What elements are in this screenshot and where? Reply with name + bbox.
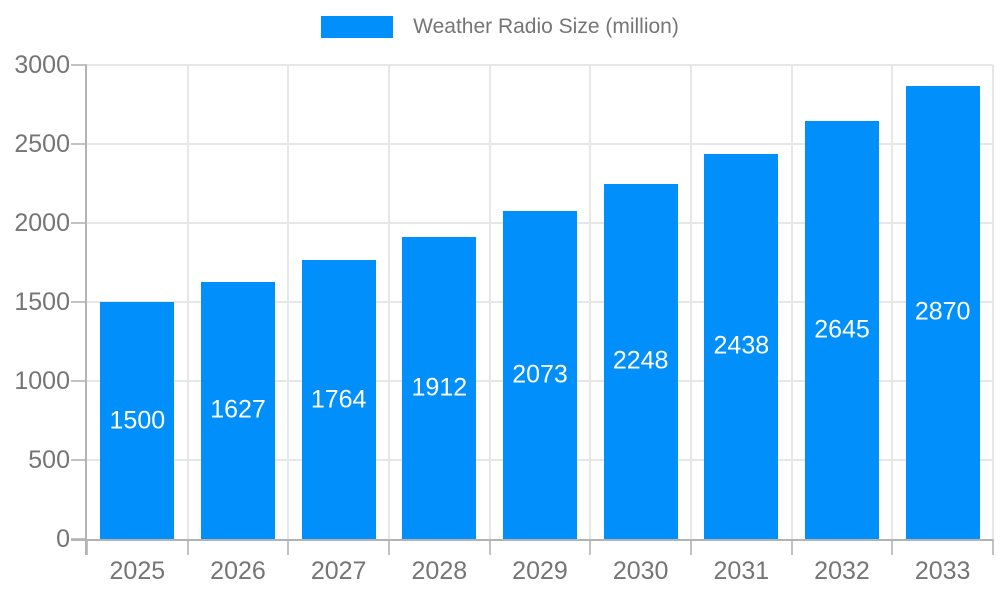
vertical-gridline: [992, 65, 994, 539]
x-axis-label: 2029: [512, 557, 568, 585]
vertical-gridline: [388, 65, 390, 539]
y-axis-line: [85, 65, 87, 555]
legend-swatch: [321, 16, 394, 38]
bar-2029[interactable]: 2073: [503, 211, 577, 539]
bar-value-label: 2248: [612, 346, 669, 375]
y-axis-label: 0: [56, 525, 70, 553]
x-axis-tick: [992, 539, 994, 555]
y-axis-label: 3000: [14, 51, 70, 79]
legend-label: Weather Radio Size (million): [413, 15, 679, 38]
bar-2028[interactable]: 1912: [402, 236, 477, 539]
bar-2030[interactable]: 2248: [603, 183, 678, 539]
vertical-gridline: [589, 65, 592, 539]
x-axis-label: 2033: [914, 557, 971, 585]
x-axis-tick: [891, 539, 894, 555]
x-axis-tick: [86, 539, 88, 555]
y-axis-tick: [71, 380, 87, 382]
vertical-gridline: [186, 65, 189, 539]
y-axis-label: 2500: [14, 130, 70, 158]
horizontal-gridline: [87, 64, 993, 66]
y-axis-label: 2000: [14, 209, 70, 237]
x-axis-label: 2028: [411, 557, 468, 585]
x-axis-tick: [488, 539, 491, 555]
vertical-gridline: [790, 65, 793, 539]
bar-2032[interactable]: 2645: [805, 121, 879, 539]
vertical-gridline: [891, 65, 894, 539]
x-axis-label: 2030: [612, 557, 669, 585]
y-axis-label: 1000: [14, 367, 70, 395]
bar-2031[interactable]: 2438: [704, 153, 779, 539]
bar-value-label: 1500: [109, 406, 166, 434]
bar-value-label: 2438: [713, 331, 770, 360]
x-axis-label: 2027: [310, 557, 367, 585]
y-axis-tick: [71, 143, 87, 145]
x-axis-tick: [690, 539, 692, 555]
x-axis-tick: [589, 539, 592, 555]
horizontal-gridline: [87, 143, 993, 145]
x-axis-tick: [388, 539, 390, 555]
bar-value-label: 1627: [210, 395, 266, 424]
vertical-gridline: [287, 65, 290, 539]
x-axis-label: 2032: [814, 557, 870, 585]
y-axis-tick: [71, 64, 87, 66]
x-axis-tick: [790, 539, 793, 555]
y-axis-tick: [71, 301, 87, 303]
bar-value-label: 2073: [512, 360, 568, 389]
vertical-gridline: [690, 65, 692, 539]
x-axis-line: [71, 539, 993, 541]
x-axis-tick: [186, 539, 189, 555]
y-axis-label: 500: [28, 446, 70, 474]
bar-2026[interactable]: 1627: [201, 281, 275, 539]
bar-value-label: 2645: [814, 315, 870, 344]
bar-value-label: 1912: [411, 373, 468, 402]
x-axis-label: 2031: [713, 557, 770, 585]
vertical-gridline: [488, 65, 491, 539]
x-axis-tick: [287, 539, 290, 555]
bar-2027[interactable]: 1764: [301, 260, 376, 539]
chart-legend[interactable]: Weather Radio Size (million): [0, 16, 1000, 38]
y-axis-label: 1500: [14, 288, 70, 316]
bar-value-label: 2870: [914, 297, 971, 326]
y-axis-tick: [71, 222, 87, 224]
bar-value-label: 1764: [310, 385, 367, 414]
x-axis-label: 2025: [109, 557, 166, 585]
bar-2025[interactable]: 1500: [100, 302, 175, 539]
x-axis-label: 2026: [210, 557, 266, 585]
y-axis-tick: [71, 459, 87, 461]
bar-2033[interactable]: 2870: [905, 85, 980, 539]
